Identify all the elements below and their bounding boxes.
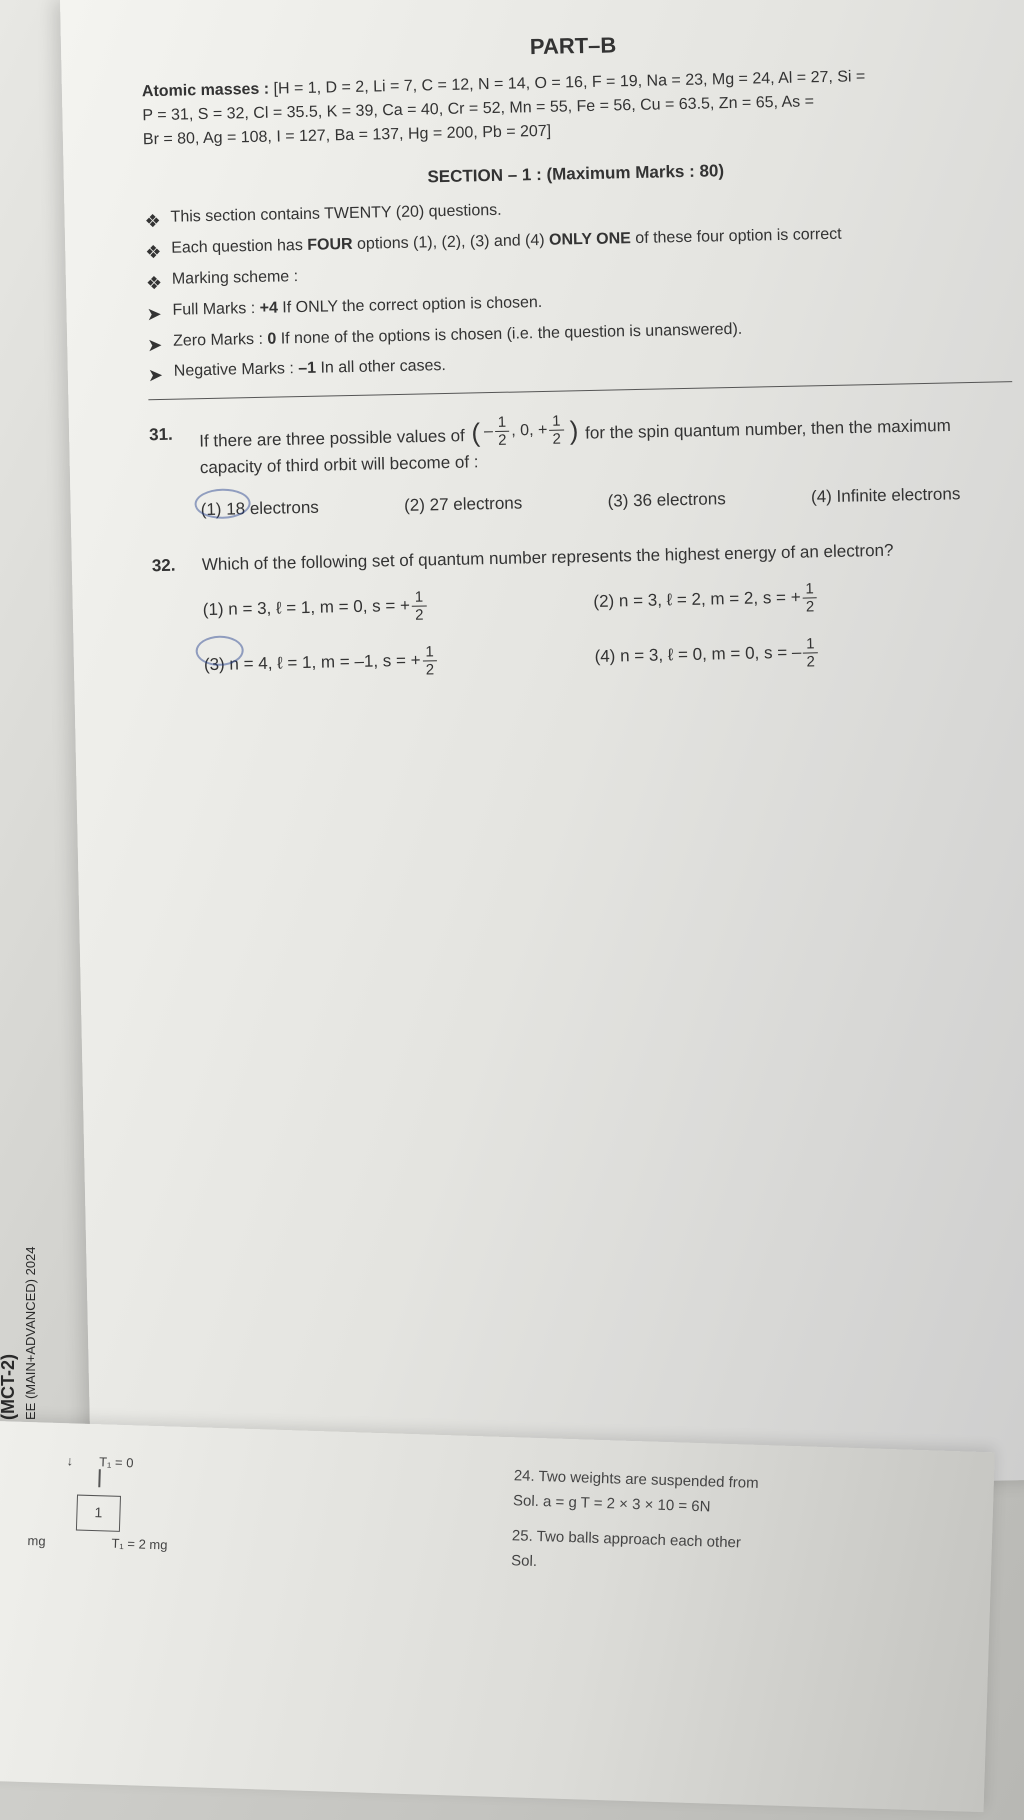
instr4a: Full Marks : xyxy=(172,300,259,319)
b-l3: 25. Two balls approach each other xyxy=(512,1527,932,1557)
q32-number: 32. xyxy=(152,552,203,579)
mct-code: (MCT-2) xyxy=(0,1354,18,1420)
q32-opt3: (3) n = 4, ℓ = 1, m = –1, s = +12 xyxy=(204,635,596,688)
mg-label: mg xyxy=(27,1533,46,1549)
q31-text-b: for the spin quantum number, then the ma… xyxy=(585,416,951,443)
b-l4: Sol. xyxy=(511,1552,931,1582)
q32-opt2: (2) n = 3, ℓ = 2, m = 2, s = +12 xyxy=(593,572,985,625)
q32-opt4: (4) n = 3, ℓ = 0, m = 0, s = –12 xyxy=(594,627,986,680)
adv-label: EE (MAIN+ADVANCED) 2024 xyxy=(23,1246,38,1420)
instr4b: +4 xyxy=(259,299,278,316)
q31-set: ( –12, 0, +12 ) xyxy=(471,413,579,448)
atomic-line3: Br = 80, Ag = 108, I = 127, Ba = 137, Hg… xyxy=(143,123,552,149)
q32-o1a: (1) n = 3, ℓ = 1, m = 0, s = + xyxy=(203,596,411,619)
q31-options: (1) 18 electrons (2) 27 electrons (3) 36… xyxy=(200,475,1015,530)
q32-text: Which of the following set of quantum nu… xyxy=(202,535,1016,578)
q32-o2a: (2) n = 3, ℓ = 2, m = 2, s = + xyxy=(593,588,801,611)
q31-text-c: capacity of third orbit will become of : xyxy=(200,452,479,477)
q31-neg: – xyxy=(484,423,493,440)
instr6b: –1 xyxy=(298,360,316,377)
q31-opt3: (3) 36 electrons xyxy=(607,479,811,522)
q31-mid: , 0, + xyxy=(511,422,547,440)
instr2a: Each question has xyxy=(171,237,307,257)
arrow-icon: ➤ xyxy=(146,301,162,329)
pulley-diagram: ↓ T₁ = 0 1 mg T₁ = 2 mg xyxy=(27,1452,170,1558)
bottom-content: ↓ T₁ = 0 1 mg T₁ = 2 mg 24. Two weights … xyxy=(27,1452,934,1582)
instr2d: ONLY ONE xyxy=(549,230,631,249)
sidebar-mct: (MCT-2) EE (MAIN+ADVANCED) 2024 xyxy=(0,1246,40,1420)
q31-text-a: If there are three possible values of xyxy=(199,426,470,451)
exam-sheet: PART–B Atomic masses : [H = 1, D = 2, Li… xyxy=(60,0,1024,1500)
q31-number: 31. xyxy=(149,421,200,482)
t0-text: T₁ = 0 xyxy=(99,1454,134,1470)
instr6c: In all other cases. xyxy=(320,357,446,377)
box-label: 1 xyxy=(77,1504,119,1521)
bottom-right-block: 24. Two weights are suspended from Sol. … xyxy=(511,1467,934,1582)
bullet-icon: ❖ xyxy=(146,270,163,298)
instr5b: 0 xyxy=(267,330,276,347)
bullet-icon: ❖ xyxy=(144,208,161,236)
b-l2: Sol. a = g T = 2 × 3 × 10 = 6N xyxy=(513,1492,933,1522)
q32-options: (1) n = 3, ℓ = 1, m = 0, s = +12 (2) n =… xyxy=(202,571,1018,688)
instr1-text: This section contains TWENTY (20) questi… xyxy=(170,202,501,226)
pulley-box: 1 xyxy=(76,1495,121,1532)
question-31: 31. If there are three possible values o… xyxy=(149,404,1014,482)
b-l1: 24. Two weights are suspended from xyxy=(514,1467,934,1497)
instr4c: If ONLY the correct option is chosen. xyxy=(282,294,542,316)
divider xyxy=(148,381,1012,400)
q32-o3a: (3) n = 4, ℓ = 1, m = –1, s = + xyxy=(204,651,421,675)
instr2b: FOUR xyxy=(307,236,353,254)
arrow-icon: ➤ xyxy=(148,362,164,390)
arrow-icon: ➤ xyxy=(147,332,163,360)
instr6a: Negative Marks : xyxy=(174,361,299,381)
q32-opt1: (1) n = 3, ℓ = 1, m = 0, s = +12 xyxy=(202,580,594,633)
instr2e: of these four option is correct xyxy=(635,226,842,247)
instr5c: If none of the options is chosen (i.e. t… xyxy=(281,320,743,347)
q31-text: If there are three possible values of ( … xyxy=(199,404,1014,481)
atomic-label: Atomic masses : xyxy=(142,81,270,101)
instr5a: Zero Marks : xyxy=(173,330,268,349)
q31-opt1: (1) 18 electrons xyxy=(200,487,404,530)
q32-o4a: (4) n = 3, ℓ = 0, m = 0, s = – xyxy=(594,643,801,666)
q31-opt2: (2) 27 electrons xyxy=(404,483,608,526)
t0-label: ↓ xyxy=(66,1453,73,1468)
q31-opt4: (4) Infinite electrons xyxy=(811,475,1015,518)
question-32: 32. Which of the following set of quantu… xyxy=(152,535,1016,579)
hanger-line xyxy=(99,1469,101,1487)
instr2c: options (1), (2), (3) and (4) xyxy=(357,232,549,253)
atomic-masses-block: Atomic masses : [H = 1, D = 2, Li = 7, C… xyxy=(142,62,1007,152)
bullet-icon: ❖ xyxy=(145,239,162,267)
page-root: N CUMULLATIVE TEST-2 (MCT-2) EE (MAIN+AD… xyxy=(0,0,1024,1820)
bottom-sheet: ↓ T₁ = 0 1 mg T₁ = 2 mg 24. Two weights … xyxy=(0,1420,995,1812)
section-header: SECTION – 1 : (Maximum Marks : 80) xyxy=(144,152,1008,196)
instr3-text: Marking scheme : xyxy=(172,268,299,288)
t1-label: T₁ = 2 mg xyxy=(111,1536,167,1553)
